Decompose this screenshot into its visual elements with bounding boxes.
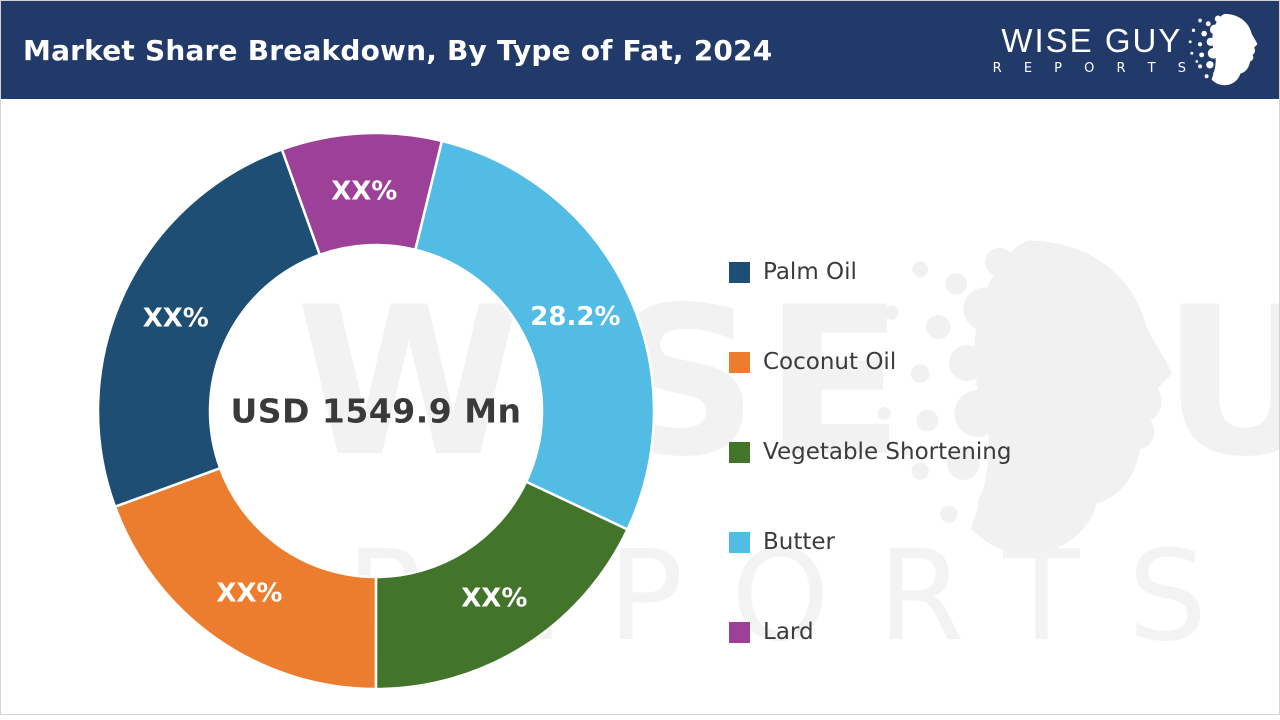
wise-guy-reports-logo: WISE GUY R E P O R T S <box>989 9 1265 91</box>
donut-segment-lard <box>280 131 444 257</box>
chart-center-value: USD 1549.9 Mn <box>230 391 522 431</box>
legend-item-butter: Butter <box>729 528 1011 556</box>
legend-color-swatch <box>729 351 750 373</box>
legend-color-swatch <box>729 531 750 553</box>
legend-item-vegetable-shortening: Vegetable Shortening <box>729 438 1011 466</box>
dotted-face-icon <box>1188 13 1258 86</box>
logo-wordmark: WISE GUY <box>1001 22 1183 60</box>
header-bar: Market Share Breakdown, By Type of Fat, … <box>1 1 1279 99</box>
chart-area: WISE GUY REPORTS 28.2% XX% XX% XX% XX% <box>1 99 1279 714</box>
segment-value-label-lard: XX% <box>331 176 397 206</box>
logo-subtitle: R E P O R T S <box>992 60 1195 76</box>
page-title: Market Share Breakdown, By Type of Fat, … <box>23 33 773 67</box>
donut-segment-palm-oil <box>96 148 322 508</box>
legend-item-coconut-oil: Coconut Oil <box>729 348 1011 376</box>
segment-value-label-vegetable-shortening: XX% <box>461 584 527 614</box>
segment-value-label-palm-oil: XX% <box>143 304 209 334</box>
legend: Palm Oil Coconut Oil Vegetable Shortening B… <box>729 258 1011 708</box>
legend-label: Butter <box>763 529 835 555</box>
legend-item-lard: Lard <box>729 618 1011 646</box>
legend-label: Lard <box>763 619 814 645</box>
donut-chart-svg: 28.2% XX% XX% XX% XX% <box>96 131 656 691</box>
segment-value-label-coconut-oil: XX% <box>216 578 282 608</box>
legend-label: Coconut Oil <box>763 349 897 375</box>
segment-value-label-butter: 28.2% <box>530 302 620 332</box>
donut-segment-butter <box>414 139 656 531</box>
logo-text: WISE GUY R E P O R T S <box>989 24 1195 76</box>
legend-label: Vegetable Shortening <box>763 439 1012 465</box>
legend-label: Palm Oil <box>763 259 857 285</box>
donut-segment-coconut-oil <box>113 466 378 691</box>
legend-color-swatch <box>729 441 750 463</box>
donut-chart: 28.2% XX% XX% XX% XX% USD 1549.9 Mn <box>96 131 656 691</box>
donut-segment-vegetable-shortening <box>374 480 629 691</box>
watermark-face-icon <box>870 240 1173 554</box>
legend-color-swatch <box>729 621 750 643</box>
legend-item-palm-oil: Palm Oil <box>729 258 1011 286</box>
legend-color-swatch <box>729 261 750 283</box>
watermark: WISE GUY REPORTS <box>1 99 1279 714</box>
